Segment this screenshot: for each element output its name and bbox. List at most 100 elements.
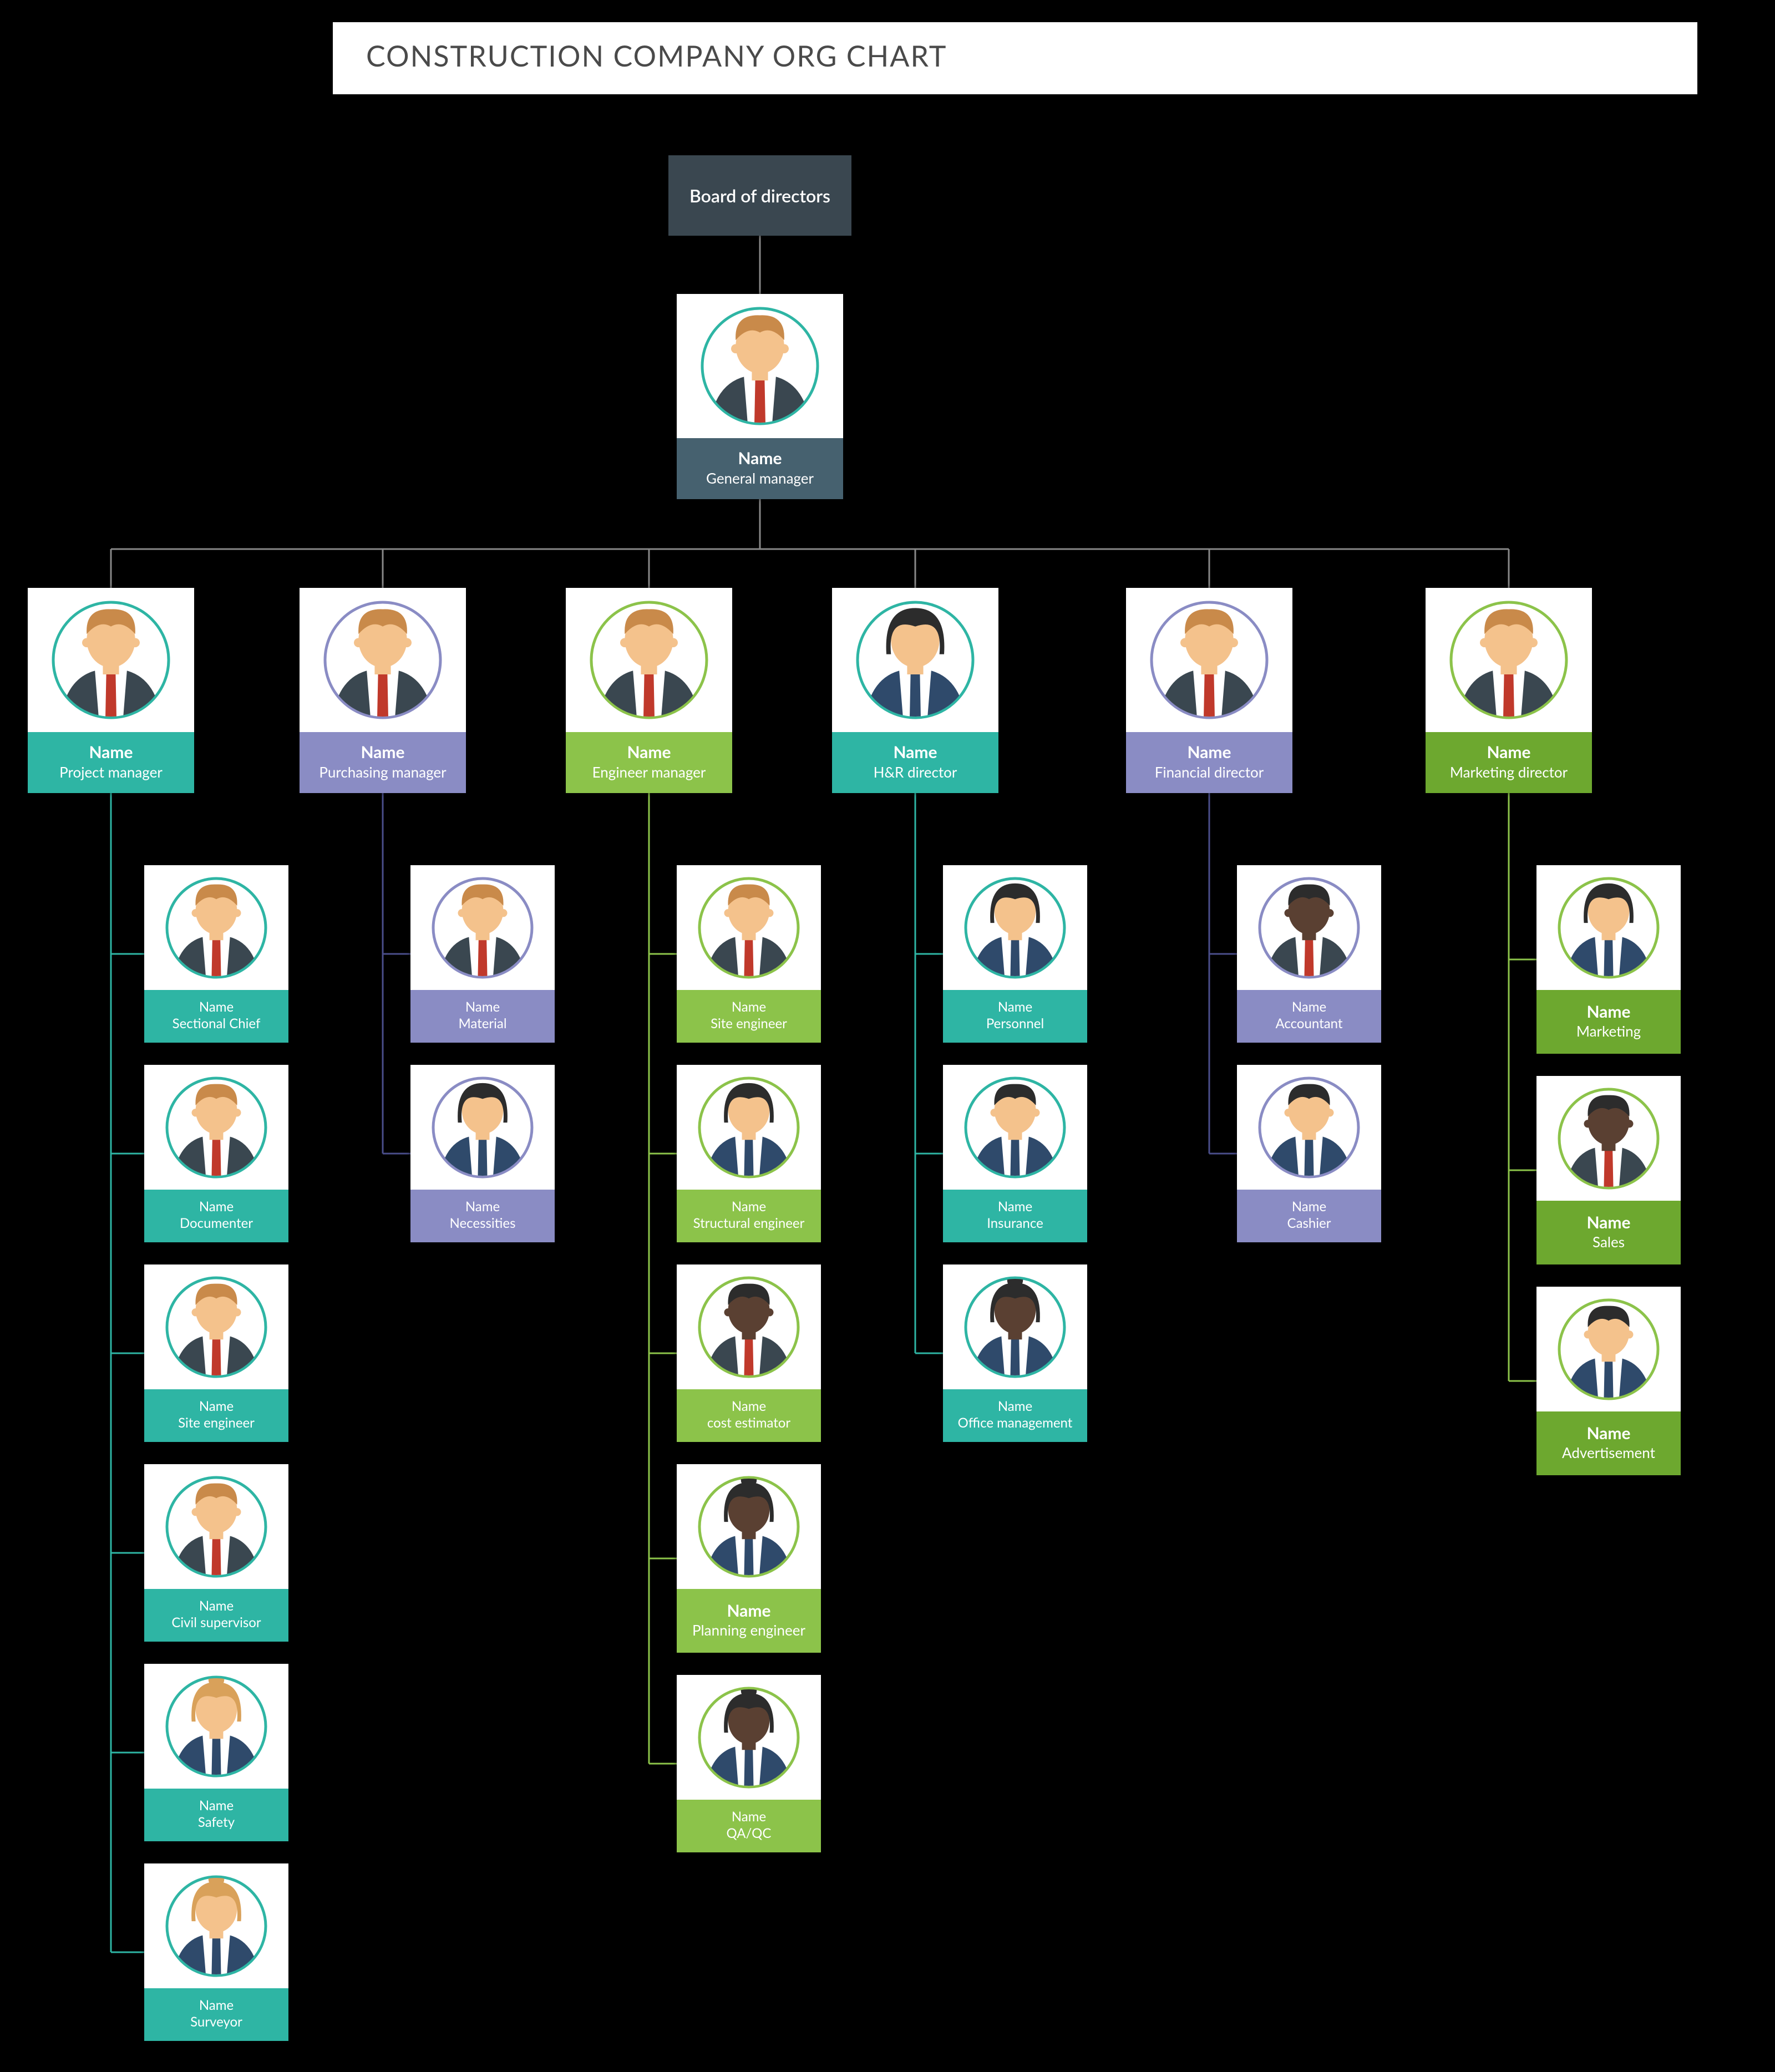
avatar-icon bbox=[962, 1075, 1068, 1180]
node-name: Name bbox=[1429, 742, 1589, 763]
avatar-container bbox=[677, 1065, 821, 1190]
avatar-icon bbox=[699, 305, 821, 427]
avatar-container bbox=[943, 865, 1087, 990]
org-chart-canvas: CONSTRUCTION COMPANY ORG CHARTBoard of d… bbox=[0, 0, 1775, 2072]
avatar-icon bbox=[962, 1274, 1068, 1380]
org-node-c0_4: NameSafety bbox=[144, 1664, 288, 1841]
node-name: Name bbox=[1540, 1002, 1677, 1023]
avatar-container bbox=[300, 588, 466, 732]
node-name: Name bbox=[1240, 999, 1378, 1015]
avatar-icon bbox=[164, 875, 269, 981]
node-footer: NameMarketing bbox=[1536, 990, 1681, 1054]
org-node-c0_5: NameSurveyor bbox=[144, 1863, 288, 2041]
node-role: Sectional Chief bbox=[148, 1015, 285, 1032]
avatar-container bbox=[566, 588, 732, 732]
avatar-icon bbox=[588, 599, 710, 721]
node-footer: Namecost estimator bbox=[677, 1389, 821, 1442]
avatar-icon bbox=[696, 875, 802, 981]
org-node-d2: NameEngineer manager bbox=[566, 588, 732, 793]
node-footer: NameMaterial bbox=[410, 990, 555, 1043]
node-role: Marketing director bbox=[1429, 763, 1589, 781]
avatar-icon bbox=[164, 1075, 269, 1180]
avatar-icon bbox=[962, 875, 1068, 981]
org-node-c2_3: NamePlanning engineer bbox=[677, 1464, 821, 1653]
node-role: Surveyor bbox=[148, 2014, 285, 2030]
avatar-container bbox=[1237, 865, 1381, 990]
node-footer: NameGeneral manager bbox=[677, 438, 843, 499]
avatar-icon bbox=[696, 1685, 802, 1790]
avatar-icon bbox=[1256, 1075, 1362, 1180]
node-footer: NameSurveyor bbox=[144, 1988, 288, 2041]
node-role: Necessities bbox=[414, 1215, 551, 1232]
avatar-icon bbox=[696, 1474, 802, 1580]
avatar-container bbox=[410, 865, 555, 990]
node-footer: NameAdvertisement bbox=[1536, 1411, 1681, 1475]
node-name: Name bbox=[946, 1198, 1084, 1215]
avatar-container bbox=[144, 1464, 288, 1589]
org-node-d0: NameProject manager bbox=[28, 588, 194, 793]
node-footer: NameNecessities bbox=[410, 1190, 555, 1242]
avatar-container bbox=[1126, 588, 1292, 732]
avatar-icon bbox=[854, 599, 976, 721]
avatar-container bbox=[677, 294, 843, 438]
node-footer: NameAccountant bbox=[1237, 990, 1381, 1043]
org-node-c5_1: NameSales bbox=[1536, 1076, 1681, 1264]
node-role: Site engineer bbox=[680, 1015, 818, 1032]
node-footer: NameH&R director bbox=[832, 732, 998, 793]
node-role: Planning engineer bbox=[680, 1621, 818, 1639]
node-name: Name bbox=[148, 1797, 285, 1814]
avatar-icon bbox=[430, 1075, 535, 1180]
node-role: Safety bbox=[148, 1814, 285, 1831]
avatar-container bbox=[1536, 1076, 1681, 1201]
node-role: Engineer manager bbox=[569, 763, 729, 781]
node-footer: NameFinancial director bbox=[1126, 732, 1292, 793]
node-name: Name bbox=[835, 742, 995, 763]
node-footer: NameSales bbox=[1536, 1201, 1681, 1264]
node-footer: NameStructural engineer bbox=[677, 1190, 821, 1242]
node-name: Name bbox=[148, 1598, 285, 1614]
org-node-d5: NameMarketing director bbox=[1426, 588, 1592, 793]
avatar-container bbox=[943, 1264, 1087, 1389]
node-role: General manager bbox=[680, 469, 840, 487]
avatar-icon bbox=[164, 1873, 269, 1979]
node-name: Name bbox=[1540, 1212, 1677, 1233]
avatar-container bbox=[832, 588, 998, 732]
avatar-icon bbox=[1556, 875, 1661, 981]
chart-title-bar: CONSTRUCTION COMPANY ORG CHART bbox=[333, 22, 1697, 94]
node-role: Personnel bbox=[946, 1015, 1084, 1032]
node-footer: NameOffice management bbox=[943, 1389, 1087, 1442]
org-node-c0_0: NameSectional Chief bbox=[144, 865, 288, 1043]
org-node-c2_1: NameStructural engineer bbox=[677, 1065, 821, 1242]
node-role: Civil supervisor bbox=[148, 1614, 285, 1631]
node-name: Name bbox=[1240, 1198, 1378, 1215]
avatar-container bbox=[1536, 865, 1681, 990]
avatar-container bbox=[144, 1664, 288, 1789]
node-role: H&R director bbox=[835, 763, 995, 781]
avatar-icon bbox=[50, 599, 172, 721]
org-node-c5_0: NameMarketing bbox=[1536, 865, 1681, 1054]
avatar-icon bbox=[696, 1075, 802, 1180]
node-footer: NameMarketing director bbox=[1426, 732, 1592, 793]
org-node-c0_2: NameSite engineer bbox=[144, 1264, 288, 1442]
node-name: Name bbox=[569, 742, 729, 763]
avatar-container bbox=[28, 588, 194, 732]
avatar-icon bbox=[1556, 1086, 1661, 1191]
avatar-container bbox=[1237, 1065, 1381, 1190]
avatar-icon bbox=[164, 1274, 269, 1380]
node-footer: NameSafety bbox=[144, 1789, 288, 1841]
org-node-c2_4: NameQA/QC bbox=[677, 1675, 821, 1852]
node-role: Structural engineer bbox=[680, 1215, 818, 1232]
org-node-c3_0: NamePersonnel bbox=[943, 865, 1087, 1043]
avatar-icon bbox=[1148, 599, 1270, 721]
org-node-c0_3: NameCivil supervisor bbox=[144, 1464, 288, 1642]
org-node-c4_0: NameAccountant bbox=[1237, 865, 1381, 1043]
node-name: Name bbox=[680, 999, 818, 1015]
node-role: Accountant bbox=[1240, 1015, 1378, 1032]
node-footer: NameCashier bbox=[1237, 1190, 1381, 1242]
node-role: Sales bbox=[1540, 1233, 1677, 1251]
node-footer: NamePurchasing manager bbox=[300, 732, 466, 793]
org-node-c1_0: NameMaterial bbox=[410, 865, 555, 1043]
org-node-c3_2: NameOffice management bbox=[943, 1264, 1087, 1442]
node-footer: NameQA/QC bbox=[677, 1800, 821, 1852]
node-role: Financial director bbox=[1129, 763, 1289, 781]
